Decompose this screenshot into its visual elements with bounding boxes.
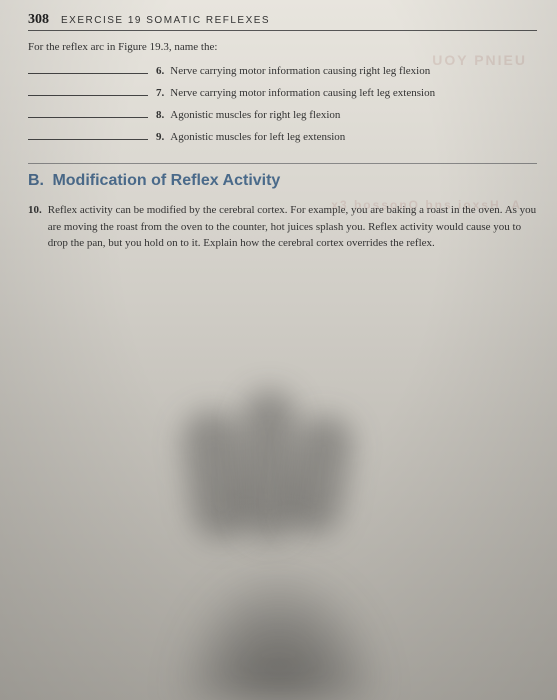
answer-blank (28, 139, 148, 140)
question-text: Nerve carrying motor information causing… (170, 87, 537, 99)
question-row: 8. Agonistic muscles for right leg flexi… (28, 109, 537, 121)
question-number: 7. (156, 87, 164, 99)
long-question: 10. Reflex activity can be modified by t… (28, 202, 537, 252)
question-number: 6. (156, 65, 164, 77)
hand-shadow-fingers (177, 390, 357, 550)
section-letter: B. (28, 172, 44, 189)
page-header: 308 EXERCISE 19 SOMATIC REFLEXES (28, 12, 537, 31)
question-number: 10. (28, 202, 42, 252)
question-row: 9. Agonistic muscles for left leg extens… (28, 131, 537, 143)
section-title: Modification of Reflex Activity (52, 172, 280, 189)
question-text: Agonistic muscles for right leg flexion (170, 109, 537, 121)
question-number: 8. (156, 109, 164, 121)
answer-blank (28, 73, 148, 74)
question-text: Reflex activity can be modified by the c… (48, 202, 537, 252)
question-number: 9. (156, 131, 164, 143)
question-row: 6. Nerve carrying motor information caus… (28, 65, 537, 77)
page-number: 308 (28, 12, 49, 28)
intro-text: For the reflex arc in Figure 19.3, name … (28, 41, 537, 53)
section-b-header: B. Modification of Reflex Activity (28, 163, 537, 190)
question-text: Agonistic muscles for left leg extension (170, 131, 537, 143)
answer-blank (28, 117, 148, 118)
question-row: 7. Nerve carrying motor information caus… (28, 87, 537, 99)
exercise-title: EXERCISE 19 SOMATIC REFLEXES (61, 15, 270, 26)
question-text: Nerve carrying motor information causing… (170, 65, 537, 77)
answer-blank (28, 95, 148, 96)
